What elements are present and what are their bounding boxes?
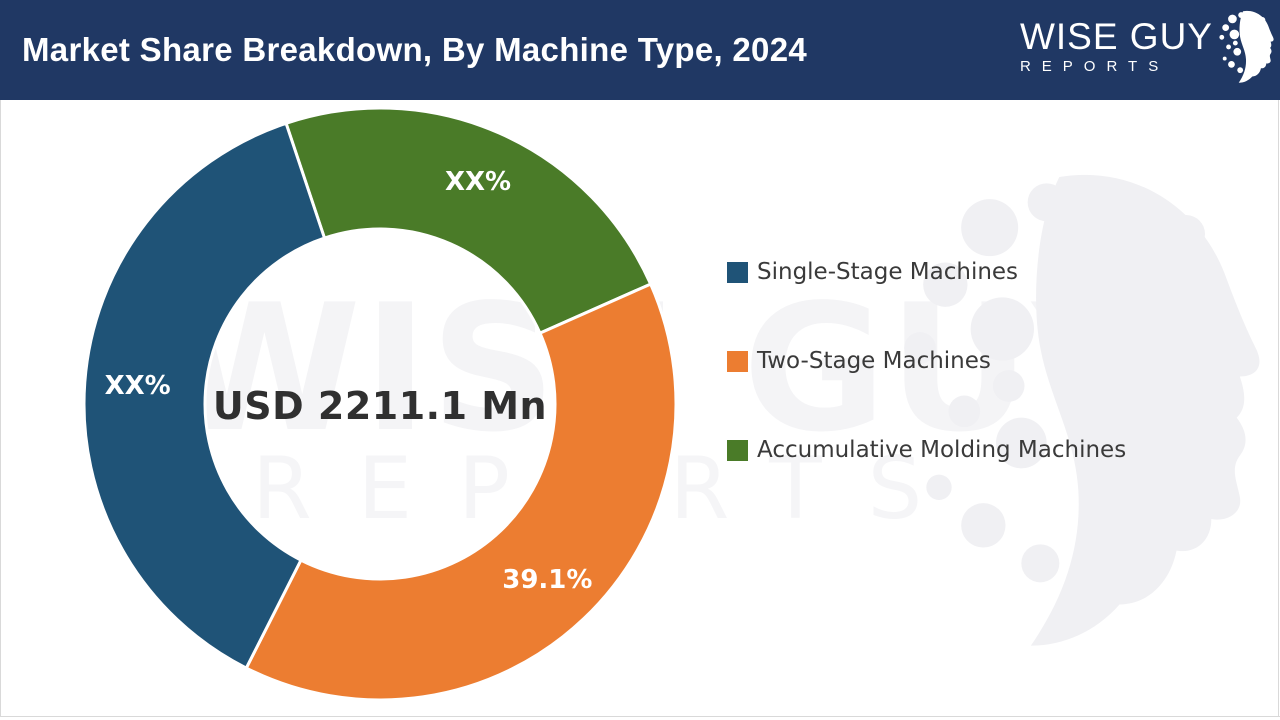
page-border-right <box>1278 100 1279 717</box>
wiseguy-logo-text: WISE GUY REPORTS <box>1019 15 1213 76</box>
donut-slice-two-stage-machines <box>244 282 678 702</box>
donut-chart <box>82 106 678 702</box>
legend-swatch-two-stage <box>727 350 748 372</box>
legend-item-accumulative: Accumulative Molding Machines <box>727 436 1126 464</box>
wiseguy-logo: WISE GUY REPORTS <box>1020 8 1274 84</box>
logo-wordmark: WISE GUY <box>1019 15 1213 57</box>
legend-swatch-single-stage <box>727 261 748 283</box>
legend-label: Single-Stage Machines <box>757 259 1019 285</box>
slice-label-accumulative-molding-machines: XX% <box>444 166 512 197</box>
donut-slice-accumulative-molding-machines <box>284 106 653 335</box>
page-border-left <box>0 100 1 717</box>
header: Market Share Breakdown, By Machine Type,… <box>0 0 1280 100</box>
page-border-bottom <box>0 716 1280 717</box>
logo-subtitle: REPORTS <box>1019 58 1170 76</box>
page-title: Market Share Breakdown, By Machine Type,… <box>22 31 808 68</box>
legend: Single-Stage Machines Two-Stage Machines… <box>727 258 1126 464</box>
legend-label: Accumulative Molding Machines <box>757 437 1127 463</box>
legend-item-single-stage: Single-Stage Machines <box>727 258 1126 286</box>
slice-label-single-stage-machines: XX% <box>104 371 171 402</box>
legend-label: Two-Stage Machines <box>757 348 991 374</box>
slice-label-two-stage-machines: 39.1% <box>502 565 593 596</box>
wiseguy-logo-face-icon <box>1216 8 1274 84</box>
donut-center-label: USD 2211.1 Mn <box>212 384 548 428</box>
legend-item-two-stage: Two-Stage Machines <box>727 347 1126 375</box>
legend-swatch-accumulative <box>727 439 748 461</box>
donut-slice-single-stage-machines <box>82 121 326 670</box>
